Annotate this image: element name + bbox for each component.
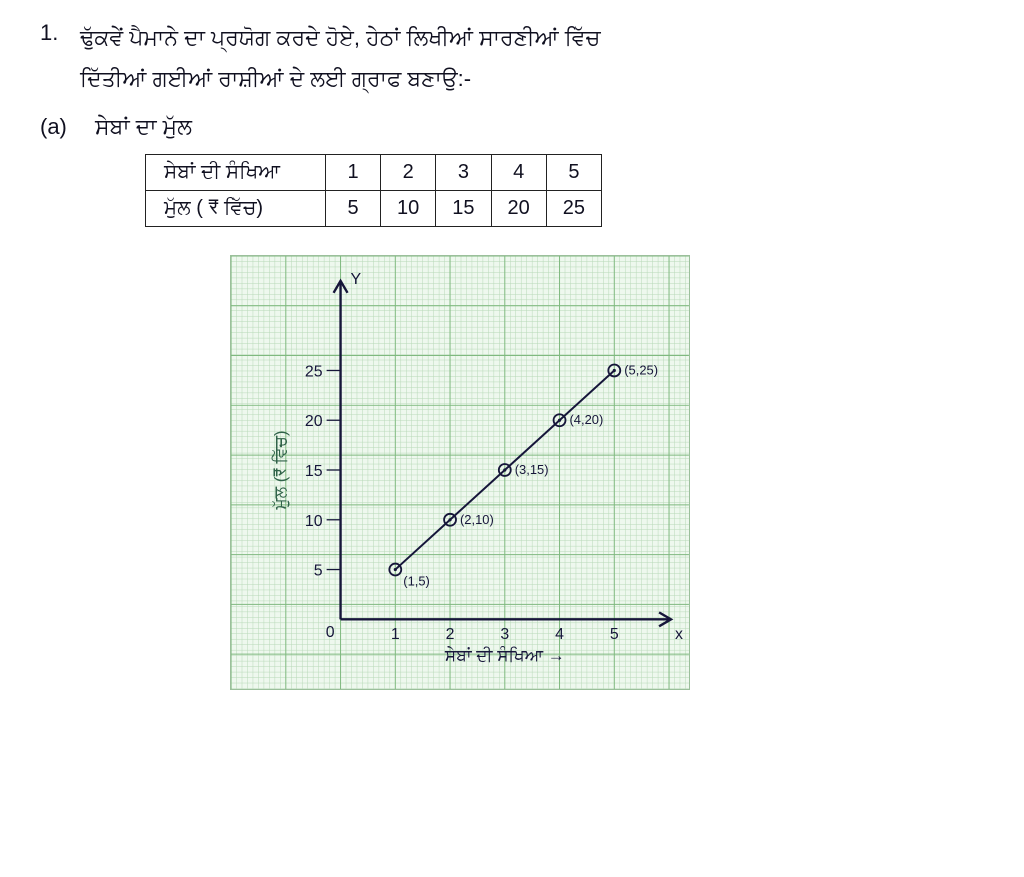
svg-text:(1,5): (1,5) xyxy=(403,574,430,589)
sub-question: (a) ਸੇਬਾਂ ਦਾ ਮੁੱਲ xyxy=(40,114,984,140)
question-number: 1. xyxy=(40,20,80,46)
svg-text:(5,25): (5,25) xyxy=(624,363,658,378)
table-cell: 3 xyxy=(436,155,491,191)
table-row: ਮੁੱਲ ( ₹ ਵਿੱਚ) 5 10 15 20 25 xyxy=(146,191,602,227)
svg-text:(3,15): (3,15) xyxy=(515,462,549,477)
table-row: ਸੇਬਾਂ ਦੀ ਸੰਖਿਆ 1 2 3 4 5 xyxy=(146,155,602,191)
sub-question-label: (a) xyxy=(40,114,95,140)
chart-svg: Yx 0 1 2 3 4 5 5 10 15 20 25 (1,5) (2,10) (3,15) (4,20)… xyxy=(231,256,689,689)
table-cell: 5 xyxy=(546,155,601,191)
svg-text:5: 5 xyxy=(610,627,619,644)
svg-text:0: 0 xyxy=(326,625,335,642)
svg-text:4: 4 xyxy=(555,627,564,644)
table-cell: 2 xyxy=(381,155,436,191)
svg-text:10: 10 xyxy=(305,513,323,530)
question-text-line-1: ਢੁੱਕਵੇਂ ਪੈਮਾਨੇ ਦਾ ਪ੍ਰਯੋਗ ਕਰਦੇ ਹੋਏ, ਹੇਠਾਂ… xyxy=(80,20,984,55)
line-chart: Yx 0 1 2 3 4 5 5 10 15 20 25 (1,5) (2,10) (3,15) (4,20)… xyxy=(230,255,690,690)
table-cell: 20 xyxy=(491,191,546,227)
sub-question-text: ਸੇਬਾਂ ਦਾ ਮੁੱਲ xyxy=(95,114,192,140)
table-cell: 10 xyxy=(381,191,436,227)
svg-text:2: 2 xyxy=(446,627,455,644)
row-label: ਮੁੱਲ ( ₹ ਵਿੱਚ) xyxy=(146,191,326,227)
row-label: ਸੇਬਾਂ ਦੀ ਸੰਖਿਆ xyxy=(146,155,326,191)
svg-text:25: 25 xyxy=(305,364,323,381)
table-cell: 5 xyxy=(326,191,381,227)
svg-text:ਮੁੱਲ (₹ ਵਿੱਚ): ਮੁੱਲ (₹ ਵਿੱਚ) xyxy=(271,431,290,511)
question-line-2: ਦਿੱਤੀਆਂ ਗਈਆਂ ਰਾਸ਼ੀਆਂ ਦੇ ਲਈ ਗ੍ਰਾਫ ਬਣਾਉ:- xyxy=(40,61,984,96)
data-table: ਸੇਬਾਂ ਦੀ ਸੰਖਿਆ 1 2 3 4 5 ਮੁੱਲ ( ₹ ਵਿੱਚ) … xyxy=(145,154,602,227)
question-text-line-2: ਦਿੱਤੀਆਂ ਗਈਆਂ ਰਾਸ਼ੀਆਂ ਦੇ ਲਈ ਗ੍ਰਾਫ ਬਣਾਉ:- xyxy=(80,61,984,96)
table-cell: 25 xyxy=(546,191,601,227)
svg-text:3: 3 xyxy=(500,627,509,644)
svg-text:(2,10): (2,10) xyxy=(460,512,494,527)
question-line-1: 1. ਢੁੱਕਵੇਂ ਪੈਮਾਨੇ ਦਾ ਪ੍ਰਯੋਗ ਕਰਦੇ ਹੋਏ, ਹੇ… xyxy=(40,20,984,55)
svg-text:ਸੇਬਾਂ ਦੀ ਸੰਖਿਆ →: ਸੇਬਾਂ ਦੀ ਸੰਖਿਆ → xyxy=(444,647,565,666)
svg-text:x: x xyxy=(675,627,683,644)
table-cell: 4 xyxy=(491,155,546,191)
svg-text:15: 15 xyxy=(305,463,323,480)
svg-text:(4,20): (4,20) xyxy=(569,413,603,428)
svg-text:Y: Y xyxy=(351,271,362,288)
svg-text:5: 5 xyxy=(314,563,323,580)
svg-text:20: 20 xyxy=(305,414,323,431)
table-cell: 15 xyxy=(436,191,491,227)
svg-text:1: 1 xyxy=(391,627,400,644)
table-cell: 1 xyxy=(326,155,381,191)
